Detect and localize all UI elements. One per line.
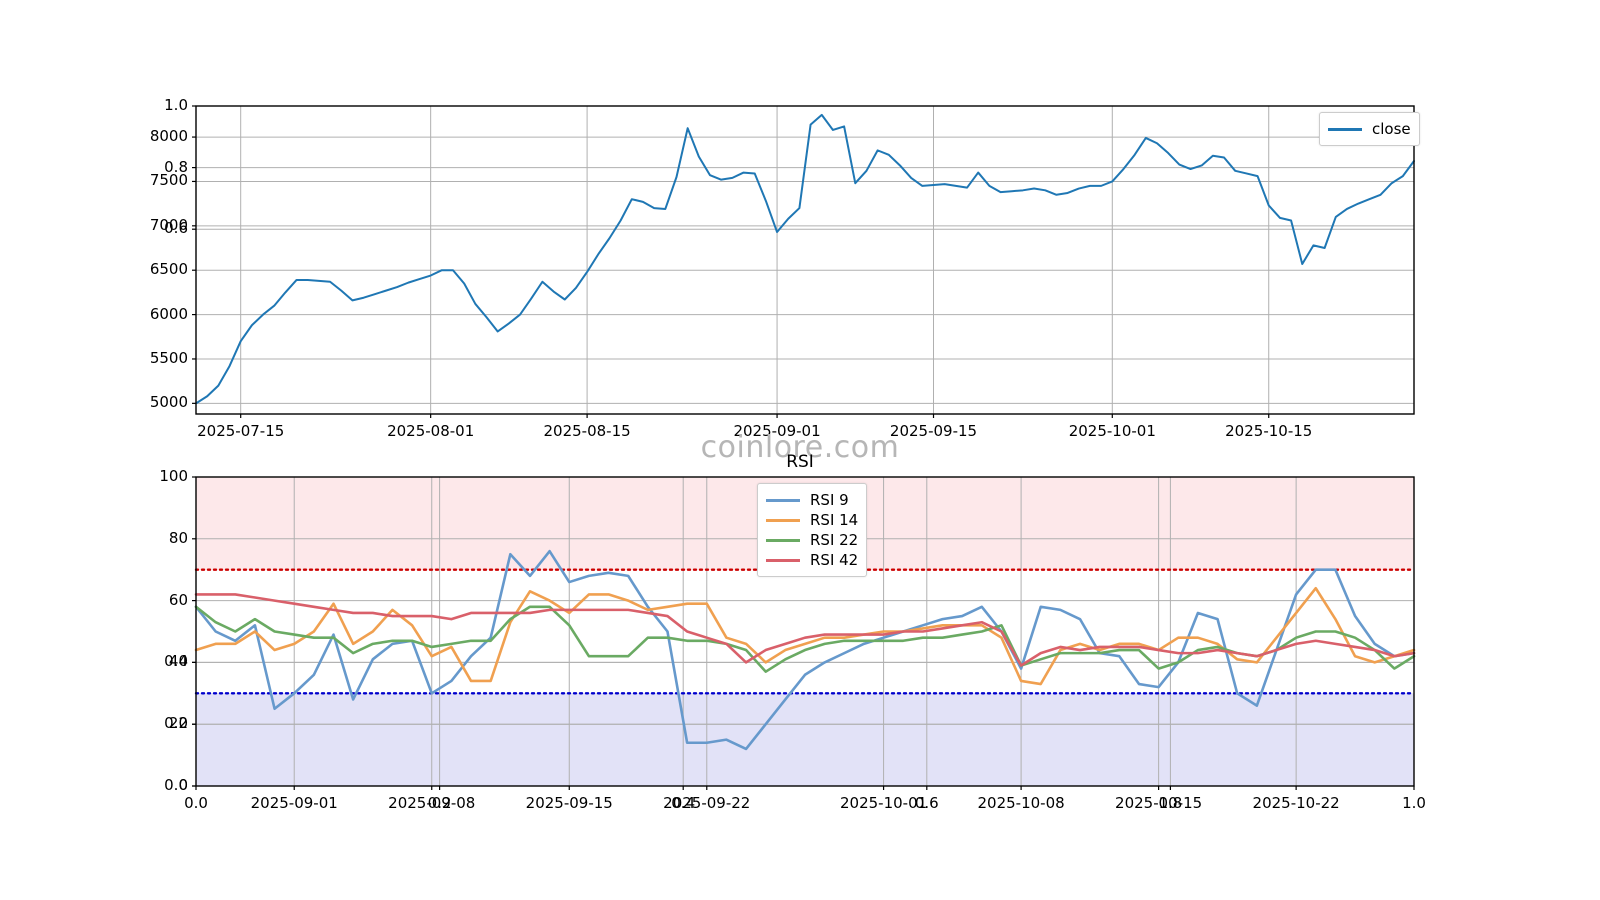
- rsi-xtick-label: 2025-10-01: [839, 794, 928, 812]
- legend-color-swatch: [766, 498, 800, 502]
- rsi-xtick-label-overlay: 0.8: [1158, 794, 1183, 812]
- legend-item-rsi[interactable]: RSI 9: [766, 490, 858, 510]
- legend-entry-label: close: [1372, 120, 1411, 138]
- legend-entry-label: RSI 14: [810, 511, 859, 529]
- legend-entry-label: RSI 42: [810, 551, 859, 569]
- rsi-xtick-label-overlay: 0.6: [914, 794, 939, 812]
- rsi-xtick-label: 2025-09-08: [388, 794, 476, 812]
- legend-item-rsi[interactable]: RSI 22: [766, 530, 858, 550]
- price-xtick-label: 2025-07-15: [197, 422, 285, 440]
- rsi-ytick-label: 40: [168, 652, 188, 671]
- price-xtick-label: 2025-08-01: [387, 422, 475, 440]
- rsi-xtick-label-overlay: 0.2: [427, 794, 452, 812]
- price-ytick-label: 7500: [149, 171, 188, 190]
- legend-entry-label: RSI 22: [810, 531, 859, 549]
- rsi-oversold-band: [196, 693, 1414, 786]
- rsi-xtick-label: 2025-10-15: [1115, 794, 1203, 812]
- price-ytick-label: 5000: [149, 393, 188, 412]
- rsi-xtick-label: 2025-09-22: [663, 794, 751, 812]
- legend-color-swatch: [766, 518, 800, 522]
- price-ytick-label: 8000: [149, 127, 188, 146]
- price-ytick-label-overlay: 0.8: [164, 157, 188, 176]
- price-ytick-label: 7000: [149, 215, 188, 234]
- rsi-xtick-label-overlay: 1.0: [1402, 794, 1426, 812]
- price-ytick-label-overlay: 0.6: [164, 219, 188, 238]
- rsi-axes-frame: [195, 476, 1415, 787]
- rsi-series-rsi-22: [194, 605, 1416, 673]
- rsi-ytick-label: 100: [159, 467, 188, 485]
- price-chart-legend[interactable]: close: [1319, 112, 1420, 146]
- price-axes-frame: [195, 105, 1415, 415]
- price-xtick-label: 2025-10-15: [1225, 422, 1313, 440]
- rsi-series-rsi-42: [194, 593, 1416, 667]
- legend-color-swatch: [1328, 127, 1362, 131]
- rsi-ytick-label: 20: [168, 714, 188, 733]
- rsi-ytick-label-overlay: 0.2: [164, 714, 188, 733]
- price-xtick-label: 2025-10-01: [1068, 422, 1156, 440]
- rsi-xtick-label-overlay: 0.4: [671, 794, 696, 812]
- price-plot-background: [196, 106, 1414, 414]
- price-ytick-label: 6000: [149, 304, 188, 323]
- rsi-chart-legend[interactable]: RSI 9 RSI 14 RSI 22 RSI 42: [757, 483, 868, 577]
- rsi-xtick-label: 2025-09-01: [250, 794, 338, 812]
- price-ytick-label-overlay: 1.0: [164, 96, 188, 114]
- legend-item-close[interactable]: close: [1328, 119, 1411, 139]
- rsi-xtick-label: 2025-10-08: [977, 794, 1065, 812]
- price-series-close: [195, 113, 1415, 405]
- rsi-xtick-label-overlay: 0.0: [184, 794, 208, 812]
- legend-color-swatch: [766, 538, 800, 542]
- price-ytick-label: 5500: [149, 348, 188, 367]
- rsi-ytick-label: 0: [178, 776, 188, 794]
- rsi-xtick-label: 2025-09-15: [525, 794, 613, 812]
- legend-item-rsi[interactable]: RSI 14: [766, 510, 858, 530]
- rsi-ytick-label-overlay: 0.4: [164, 652, 188, 671]
- rsi-panel-title: RSI: [786, 452, 814, 472]
- rsi-ytick-label: 60: [168, 590, 188, 609]
- rsi-ytick-label-overlay: 0.0: [164, 776, 188, 794]
- legend-color-swatch: [766, 558, 800, 562]
- legend-entry-label: RSI 9: [810, 491, 849, 509]
- price-ytick-label: 6500: [149, 260, 188, 279]
- legend-item-rsi[interactable]: RSI 42: [766, 550, 858, 570]
- watermark-coinlore: coinlore.com: [700, 430, 900, 465]
- rsi-xtick-label: 2025-10-22: [1252, 794, 1340, 812]
- price-xtick-label: 2025-09-01: [733, 422, 821, 440]
- price-xtick-label: 2025-08-15: [543, 422, 631, 440]
- price-xtick-label: 2025-09-15: [889, 422, 978, 440]
- rsi-series-rsi-9: [194, 549, 1416, 751]
- rsi-ytick-label: 80: [168, 528, 188, 547]
